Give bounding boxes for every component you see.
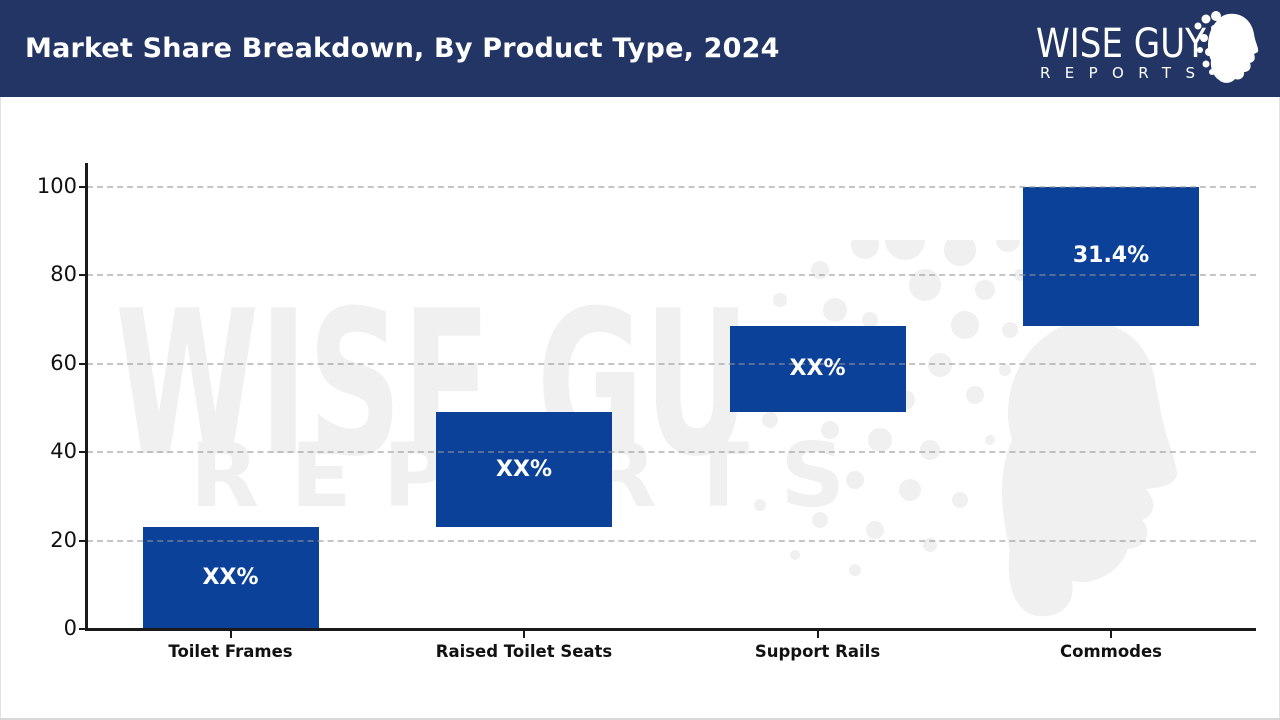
bar-value-label-raised-toilet-seats: XX%	[496, 456, 552, 482]
bar-toilet-frames	[142, 527, 319, 629]
y-tick-60	[79, 362, 87, 365]
page-border-left	[0, 97, 1, 720]
gridline-80	[87, 274, 1256, 277]
page-border-bottom	[0, 718, 1280, 720]
gridline-60	[87, 362, 1256, 365]
y-tick-label-20: 20	[50, 527, 77, 552]
y-tick-40	[79, 451, 87, 454]
gridline-40	[87, 451, 1256, 454]
gridline-20	[87, 539, 1256, 542]
x-axis-label-toilet-frames: Toilet Frames	[168, 642, 293, 661]
bar-raised-toilet-seats	[436, 412, 612, 528]
y-tick-label-100: 100	[36, 174, 77, 198]
x-tick-support-rails	[816, 630, 819, 638]
watermark: WISE GU R E P O R T S	[115, 240, 1178, 617]
x-tick-toilet-frames	[229, 630, 232, 638]
y-tick-label-0: 0	[63, 616, 77, 640]
x-tick-commodes	[1110, 630, 1112, 638]
page-title: Market Share Breakdown, By Product Type,…	[25, 33, 780, 64]
bar-value-label-commodes: 31.4%	[1072, 243, 1150, 269]
bar-support-rails	[729, 325, 906, 413]
watermark-wordmark: WISE GU	[115, 268, 750, 501]
y-tick-20	[79, 539, 87, 542]
logo-face-icon	[1194, 11, 1259, 83]
x-tick-raised-toilet-seats	[523, 630, 525, 638]
y-axis-line	[85, 163, 88, 630]
bar-commodes	[1023, 187, 1199, 326]
x-axis-label-commodes: Commodes	[1060, 642, 1162, 661]
x-axis-label-raised-toilet-seats: Raised Toilet Seats	[435, 642, 613, 661]
gridline-100	[87, 186, 1256, 188]
y-tick-label-60: 60	[50, 350, 77, 375]
header-bar: Market Share Breakdown, By Product Type,…	[0, 0, 1280, 97]
bar-value-label-support-rails: XX%	[789, 356, 846, 382]
bar-value-label-toilet-frames: XX%	[202, 565, 259, 591]
y-tick-80	[79, 274, 87, 277]
brand-logo: WISE GUY REPORTS	[1036, 11, 1259, 83]
y-tick-label-80: 80	[50, 262, 77, 287]
x-axis-line	[85, 627, 1256, 631]
y-tick-0	[79, 628, 87, 630]
logo-wordmark: WISE GUY	[1036, 21, 1206, 67]
y-tick-label-40: 40	[50, 439, 77, 464]
x-axis-label-support-rails: Support Rails	[754, 642, 881, 661]
y-tick-100	[79, 186, 87, 188]
